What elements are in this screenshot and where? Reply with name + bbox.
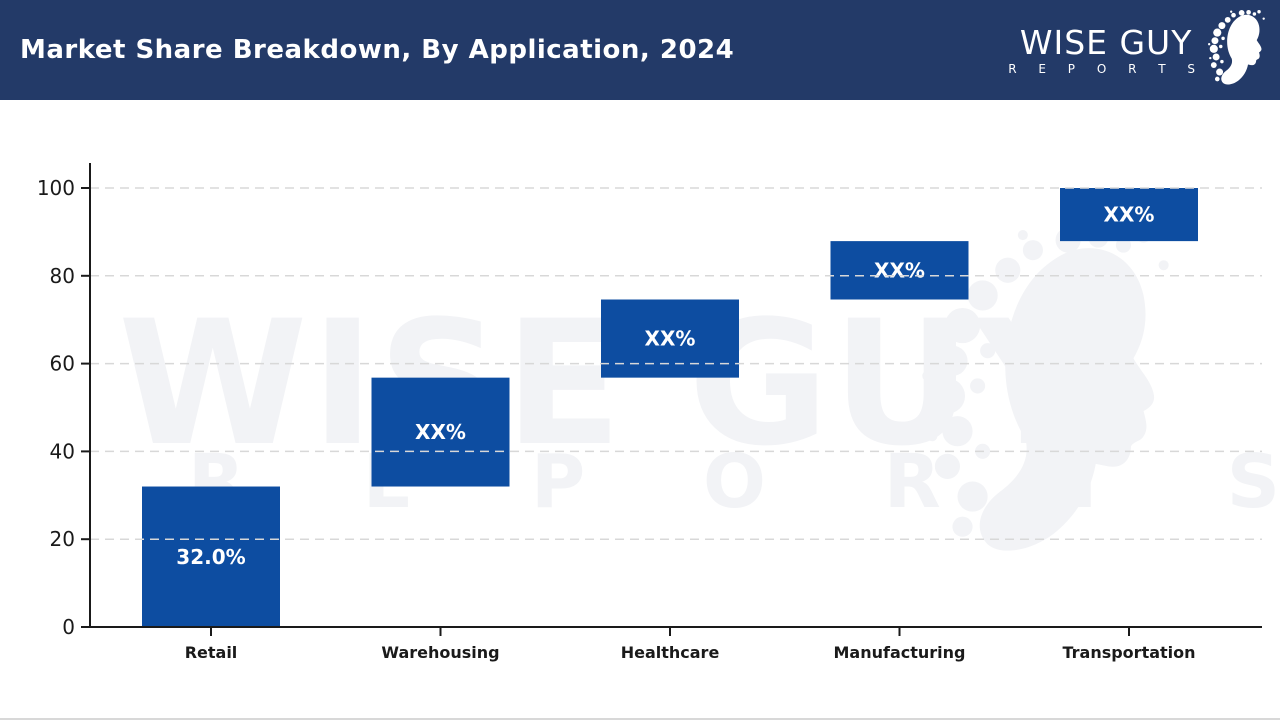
x-axis-category-label-healthcare: Healthcare: [621, 643, 720, 662]
y-axis-tick-label-80: 80: [50, 264, 75, 288]
bar-manufacturing: [830, 241, 969, 300]
logo-text: WISE GUY R E P O R T S: [1008, 26, 1204, 75]
logo-wordmark: WISE GUY: [1019, 22, 1193, 62]
wise-guy-reports-logo: WISE GUY R E P O R T S: [1008, 9, 1280, 91]
x-axis-category-label-transportation: Transportation: [1062, 643, 1195, 662]
bar-value-label-warehousing: XX%: [415, 420, 466, 444]
bar-value-label-manufacturing: XX%: [874, 258, 925, 282]
x-axis-category-label-retail: Retail: [185, 643, 238, 662]
bar-value-label-healthcare: XX%: [645, 327, 696, 351]
y-axis-tick-label-0: 0: [62, 615, 75, 639]
bar-value-label-retail: 32.0%: [176, 545, 245, 569]
chart-title: Market Share Breakdown, By Application, …: [20, 35, 735, 65]
x-axis-category-label-warehousing: Warehousing: [381, 643, 499, 662]
bar-transportation: [1060, 188, 1198, 242]
y-axis-tick-label-40: 40: [50, 439, 75, 463]
bar-value-label-transportation: XX%: [1104, 203, 1155, 227]
bar-healthcare: [601, 299, 739, 378]
header: Market Share Breakdown, By Application, …: [0, 0, 1280, 100]
y-axis-tick-label-100: 100: [37, 176, 75, 200]
bar-retail: [142, 486, 280, 627]
bar-warehousing: [371, 377, 510, 487]
dotted-head-profile-icon: [1208, 9, 1265, 85]
y-axis-tick-label-20: 20: [50, 527, 75, 551]
logo-subtitle: R E P O R T S: [1008, 61, 1204, 76]
waterfall-chart: 32.0% XX% XX% XX% XX% 0 20 40 60 80 100 Retail Wareh…: [37, 163, 1262, 662]
chart-area: WISE GUY R E P O R T S 32.0% XX% XX% XX% XX%…: [0, 100, 1280, 720]
x-axis-category-label-manufacturing: Manufacturing: [834, 643, 966, 662]
y-axis-tick-label-60: 60: [50, 352, 75, 376]
